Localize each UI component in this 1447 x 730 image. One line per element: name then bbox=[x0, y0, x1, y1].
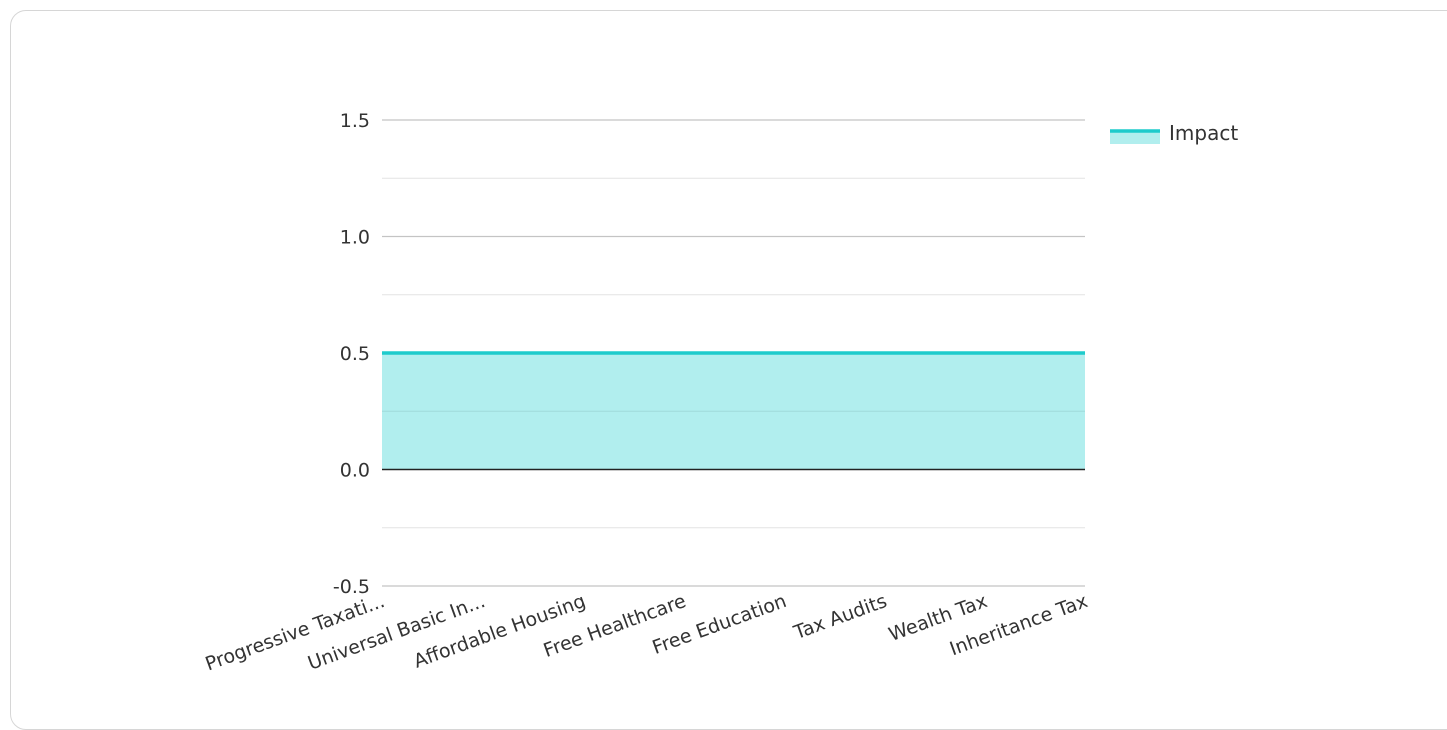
y-tick-label: -0.5 bbox=[333, 576, 370, 598]
y-tick-label: 0.5 bbox=[340, 343, 370, 365]
y-tick-label: 0.0 bbox=[340, 460, 370, 482]
x-tick-label: Tax Audits bbox=[790, 590, 890, 644]
x-tick-label: Affordable Housing bbox=[411, 590, 589, 673]
y-tick-label: 1.0 bbox=[340, 227, 370, 249]
y-tick-label: 1.5 bbox=[340, 110, 370, 132]
area-chart: 1.5 1.0 0.5 0.0 -0.5 Progressive Taxati...Un… bbox=[202, 110, 1238, 675]
x-axis: Progressive Taxati...Universal Basic In.… bbox=[202, 590, 1090, 675]
legend[interactable]: Impact bbox=[1110, 121, 1238, 145]
y-axis: 1.5 1.0 0.5 0.0 -0.5 bbox=[333, 110, 1085, 598]
legend-swatch-fill[interactable] bbox=[1110, 132, 1160, 144]
x-tick-label: Progressive Taxati... bbox=[202, 590, 387, 675]
legend-label-impact[interactable]: Impact bbox=[1169, 121, 1238, 145]
x-tick-label: Universal Basic In... bbox=[305, 590, 488, 675]
series-area bbox=[382, 351, 1085, 470]
